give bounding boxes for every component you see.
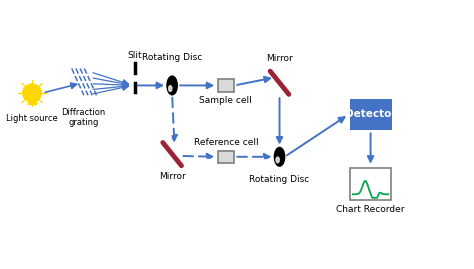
- Bar: [218, 79, 234, 92]
- Text: Light source: Light source: [6, 114, 58, 123]
- Ellipse shape: [276, 157, 279, 163]
- Text: Mirror: Mirror: [159, 172, 185, 181]
- Text: Diffraction
grating: Diffraction grating: [61, 108, 106, 127]
- Ellipse shape: [274, 147, 285, 166]
- Bar: [349, 99, 392, 130]
- Text: Sample cell: Sample cell: [200, 96, 252, 105]
- Text: Chart Recorder: Chart Recorder: [337, 205, 405, 214]
- Text: Mirror: Mirror: [266, 54, 293, 63]
- Circle shape: [23, 84, 41, 102]
- Text: Rotating Disc: Rotating Disc: [142, 53, 202, 62]
- Text: Rotating Disc: Rotating Disc: [249, 175, 310, 184]
- Bar: [350, 168, 391, 200]
- Text: Detector: Detector: [345, 109, 396, 119]
- Text: Slit: Slit: [128, 51, 142, 59]
- Ellipse shape: [167, 76, 177, 95]
- Text: Reference cell: Reference cell: [193, 138, 258, 147]
- Bar: [28, 100, 36, 104]
- Bar: [218, 151, 234, 163]
- Ellipse shape: [169, 86, 172, 91]
